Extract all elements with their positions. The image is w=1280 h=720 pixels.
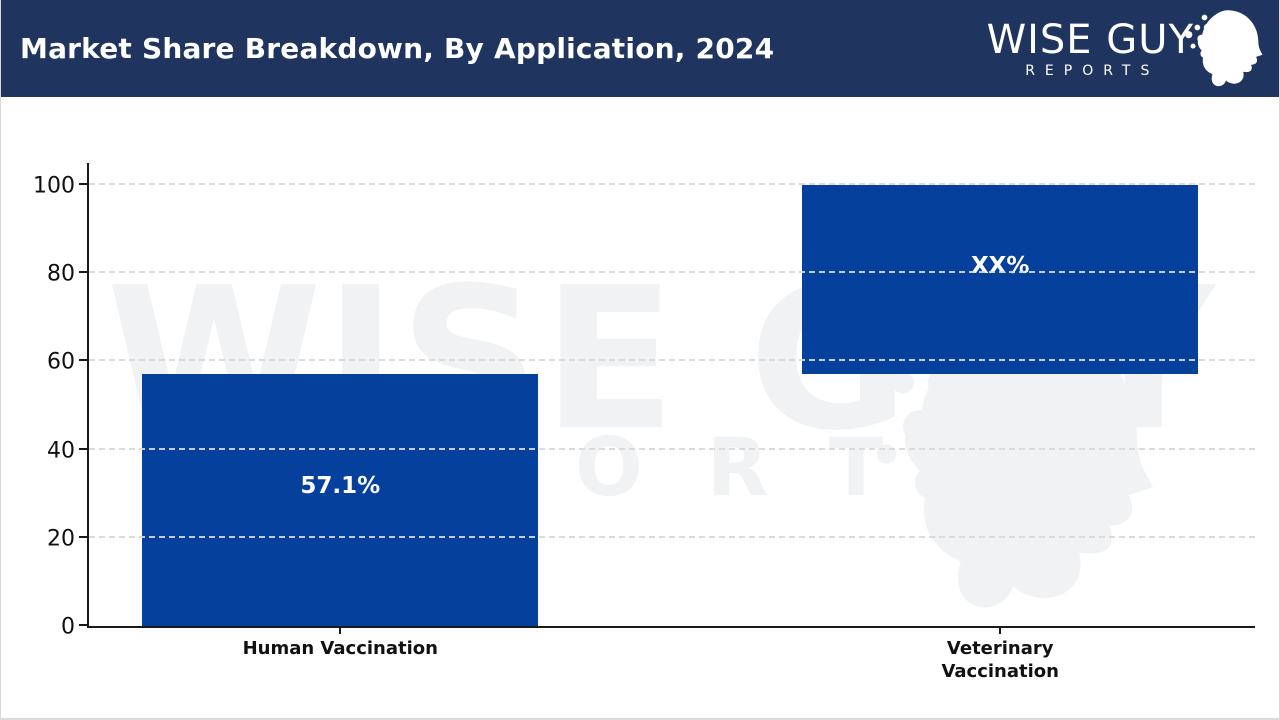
- y-tick-20: [79, 535, 87, 538]
- bar-human-vaccination: [142, 374, 539, 626]
- x-category-label-line: Human Vaccination: [242, 638, 438, 659]
- wise-guy-logo: WISE GUY REPORTS: [987, 6, 1272, 92]
- logo-text: WISE GUY REPORTS: [987, 20, 1194, 79]
- y-tick-label-100: 100: [33, 173, 75, 199]
- x-category-label: Veterinary Vaccination: [941, 638, 1059, 683]
- y-tick-60: [79, 359, 87, 362]
- y-tick-label-80: 80: [47, 261, 75, 287]
- bar-value-label: XX%: [970, 252, 1030, 279]
- x-category-label-line: Veterinary: [946, 638, 1054, 659]
- gridline-y-20: [89, 535, 1255, 538]
- page-title: Market Share Breakdown, By Application, …: [20, 32, 775, 65]
- gridline-y-40: [89, 447, 1255, 450]
- logo-wordmark: WISE GUY: [986, 16, 1194, 63]
- gridline-y-100: [89, 183, 1255, 186]
- x-category-label-line: Vaccination: [941, 660, 1059, 682]
- bar-veterinary-vaccination: [802, 185, 1199, 375]
- x-category-label: Human Vaccination: [243, 638, 438, 661]
- bar-value-label: 57.1%: [300, 473, 381, 500]
- y-tick-40: [79, 447, 87, 450]
- gridline-y-60: [89, 359, 1255, 362]
- header-bar: Market Share Breakdown, By Application, …: [0, 0, 1280, 97]
- y-tick-label-60: 60: [47, 349, 75, 375]
- gridline-y-80: [89, 271, 1255, 274]
- head-profile-icon: [1185, 10, 1263, 87]
- y-tick-label-20: 20: [47, 526, 75, 552]
- plot-area: 0 20 40 60 80 100 57.1% Human Vaccination XX% Vet…: [33, 163, 1255, 682]
- y-tick-80: [79, 271, 87, 274]
- y-tick-0: [79, 624, 87, 626]
- logo-subtitle: REPORTS: [1025, 62, 1160, 79]
- x-axis-line: [87, 626, 1255, 628]
- bar-chart: 0 20 40 60 80 100 57.1% Human Vaccination XX% Vet…: [0, 97, 1280, 720]
- x-tick-0: [339, 626, 342, 634]
- y-tick-label-0: 0: [61, 614, 75, 640]
- x-tick-1: [999, 626, 1002, 634]
- y-tick-100: [79, 183, 87, 186]
- y-tick-label-40: 40: [47, 438, 75, 464]
- y-axis-line: [87, 163, 89, 628]
